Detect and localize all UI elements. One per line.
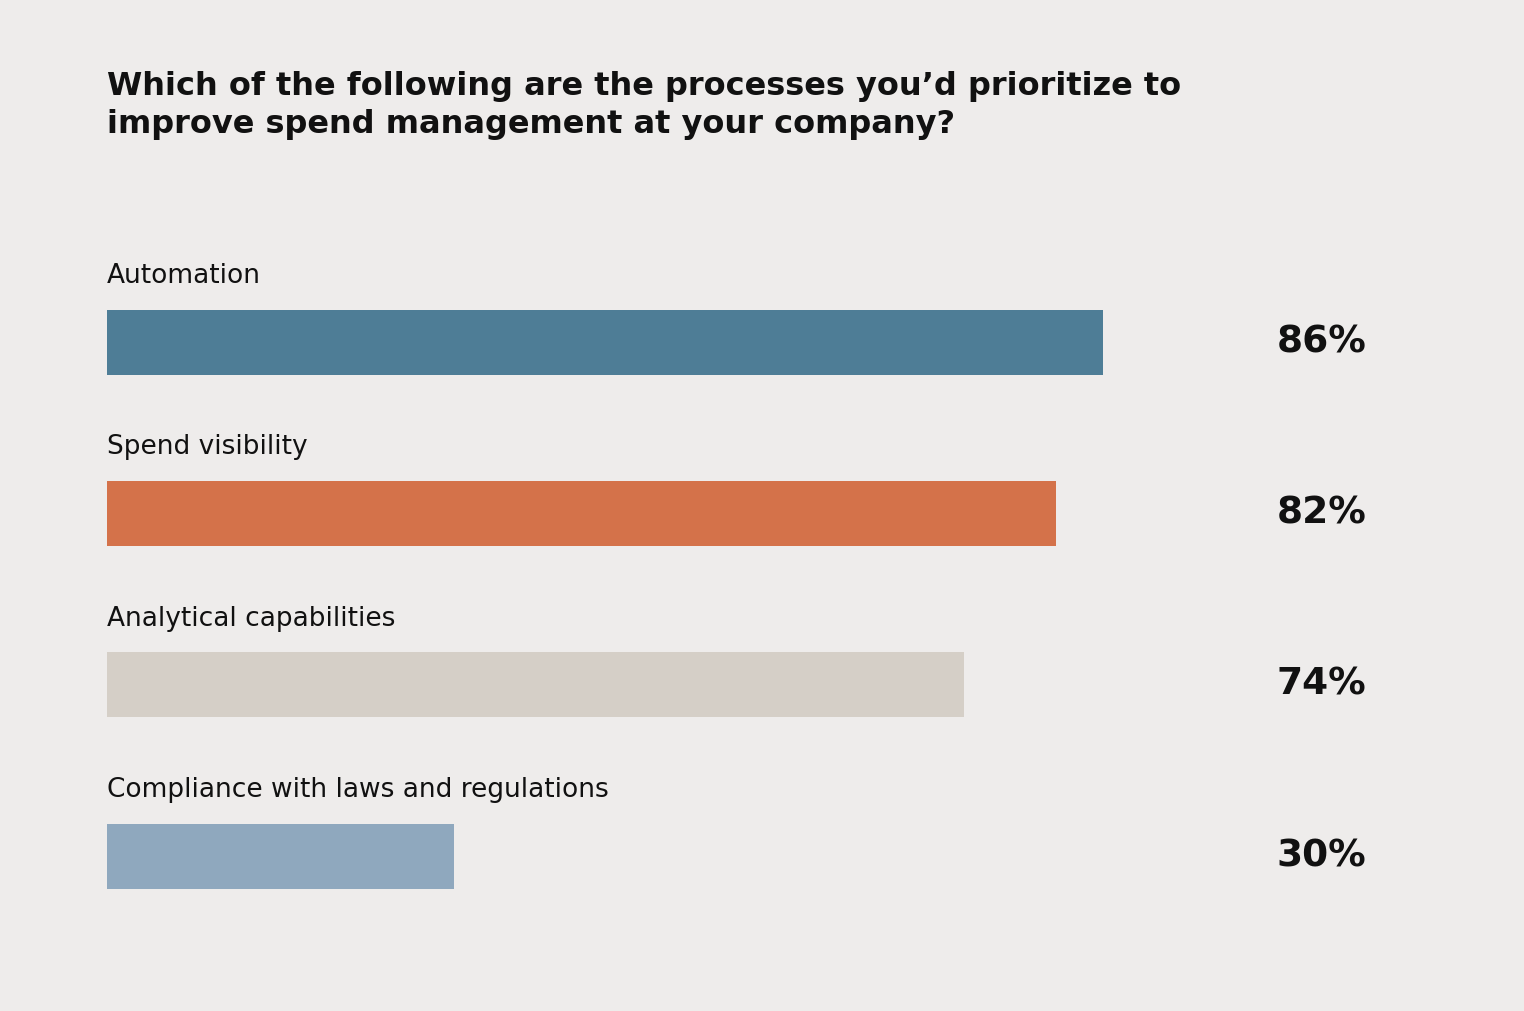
Bar [107,824,454,889]
Bar [107,652,963,718]
Text: Spend visibility: Spend visibility [107,435,308,460]
Text: Which of the following are the processes you’d prioritize to
improve spend manag: Which of the following are the processes… [107,71,1181,140]
Text: Compliance with laws and regulations: Compliance with laws and regulations [107,777,608,803]
Text: 74%: 74% [1277,667,1366,703]
Bar [107,481,1056,546]
Text: Automation: Automation [107,263,261,289]
Text: 86%: 86% [1277,325,1367,360]
Bar [107,309,1103,375]
Text: Analytical capabilities: Analytical capabilities [107,606,395,632]
Text: 82%: 82% [1277,495,1367,532]
Text: 30%: 30% [1277,838,1366,875]
